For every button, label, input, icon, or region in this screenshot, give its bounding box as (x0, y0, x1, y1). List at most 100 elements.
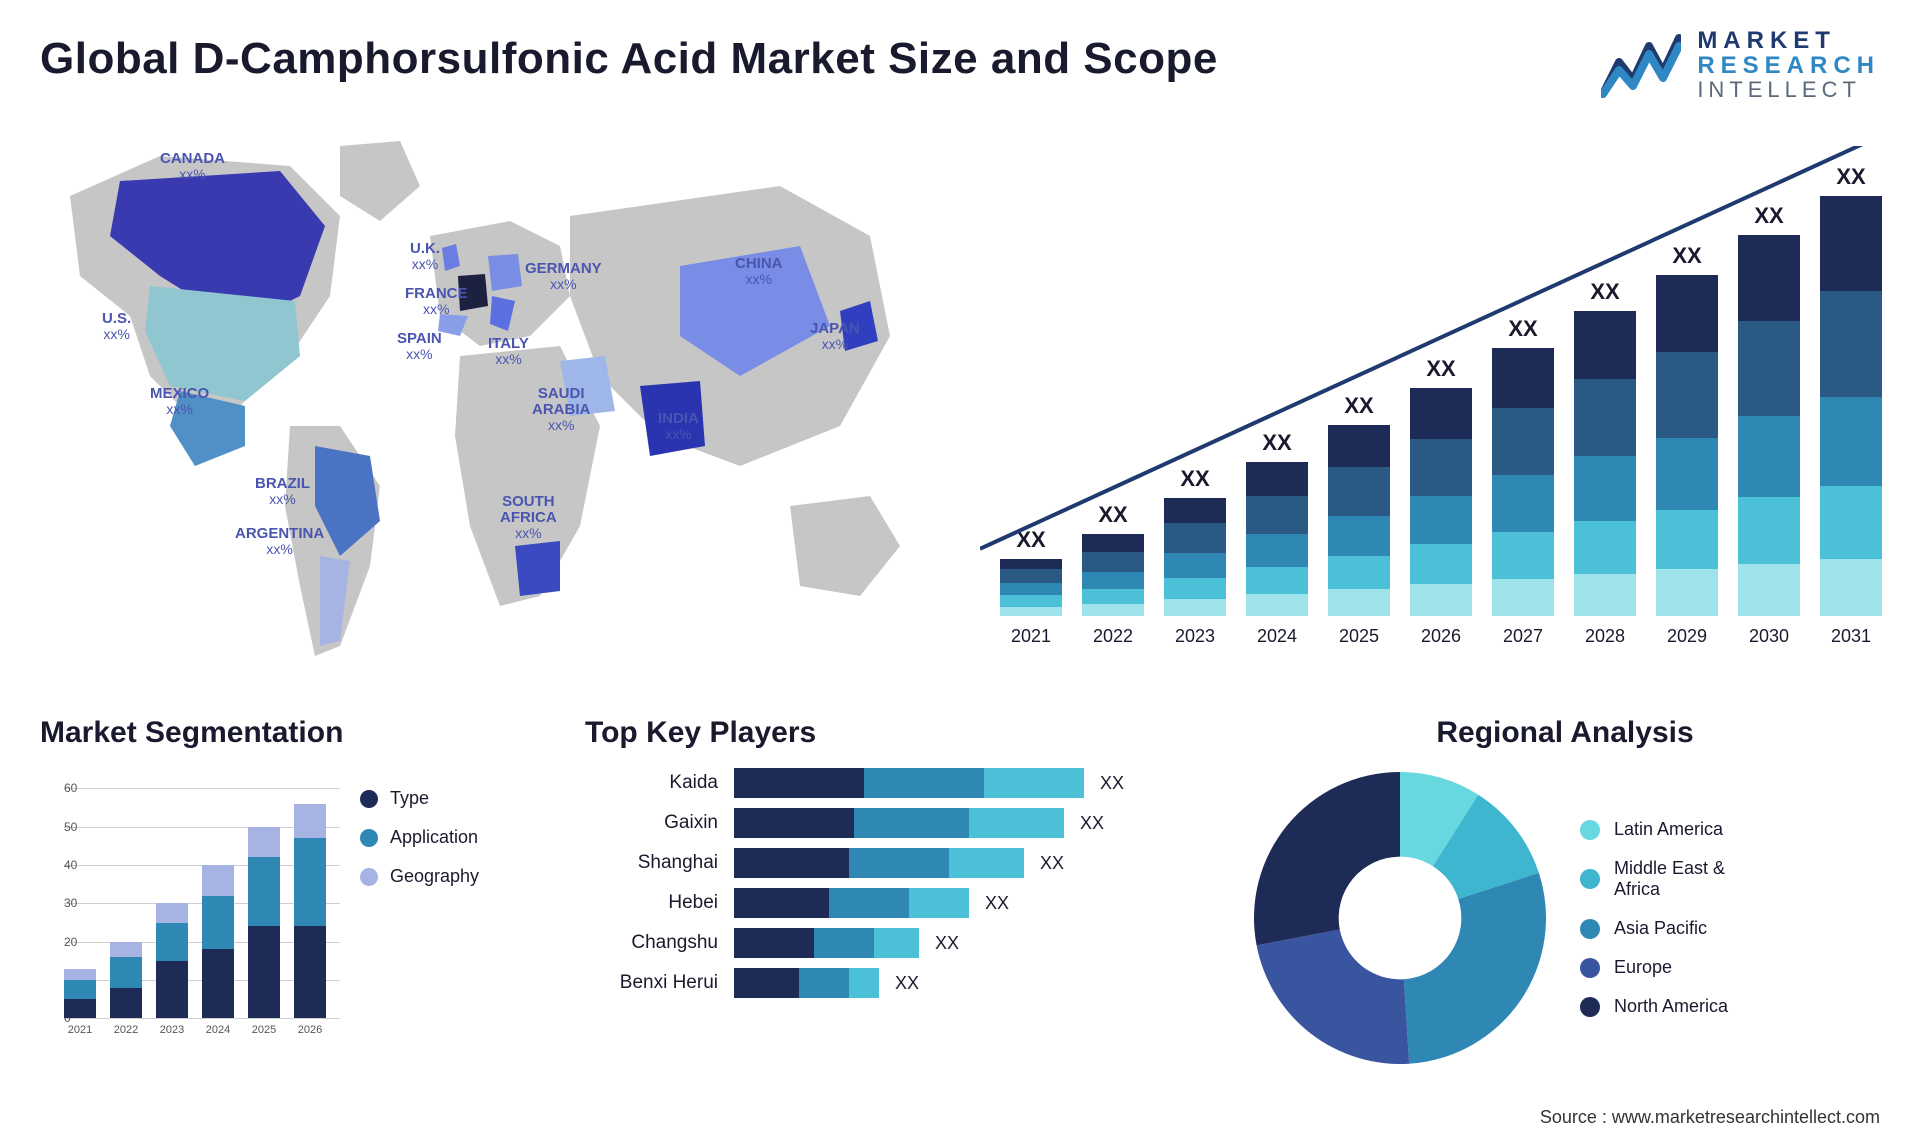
map-label: SOUTHAFRICAxx% (500, 494, 557, 540)
legend-label: Latin America (1614, 819, 1723, 840)
player-row: Benxi HeruiXX (585, 968, 1205, 998)
segmentation-panel: Market Segmentation 01020304050602021202… (40, 716, 540, 1068)
seg-x-tick: 2022 (114, 1024, 138, 1036)
legend-label: North America (1614, 996, 1728, 1017)
player-bar-segment (909, 888, 969, 918)
player-bar-segment (864, 768, 984, 798)
map-label: U.S.xx% (102, 311, 131, 341)
player-bar (734, 848, 1024, 878)
legend-label: Application (390, 827, 478, 848)
seg-bar-segment (156, 923, 188, 961)
donut-slice (1257, 930, 1410, 1065)
growth-bar-segment (1820, 291, 1882, 397)
map-label: GERMANYxx% (525, 261, 602, 291)
logo-mark-icon (1601, 32, 1681, 98)
growth-bar-top-label: XX (1344, 393, 1373, 419)
growth-bar-top-label: XX (1508, 316, 1537, 342)
growth-bar-segment (1000, 595, 1062, 606)
growth-bar-segment (1246, 462, 1308, 496)
player-bar-segment (734, 968, 799, 998)
growth-bar-segment (1328, 589, 1390, 616)
growth-bar-segment (1492, 408, 1554, 475)
player-row: GaixinXX (585, 808, 1205, 838)
seg-bar-segment (156, 961, 188, 1019)
player-bar (734, 808, 1064, 838)
regional-legend-item: Europe (1580, 957, 1728, 978)
regional-legend-item: Latin America (1580, 819, 1728, 840)
seg-y-tick: 40 (64, 858, 68, 872)
map-label: ITALYxx% (488, 336, 529, 366)
growth-bar-top-label: XX (1262, 430, 1291, 456)
growth-bar-segment (1000, 607, 1062, 617)
growth-bar-segment (1656, 569, 1718, 616)
seg-x-tick: 2023 (160, 1024, 184, 1036)
legend-label: Middle East &Africa (1614, 858, 1725, 900)
player-bar (734, 968, 879, 998)
seg-bar-segment (64, 969, 96, 981)
legend-label: Europe (1614, 957, 1672, 978)
growth-bar-segment (1492, 475, 1554, 532)
map-label: MEXICOxx% (150, 386, 209, 416)
growth-bar-year-label: 2027 (1503, 626, 1543, 647)
growth-bar-segment (1246, 496, 1308, 535)
player-bar-segment (814, 928, 874, 958)
growth-bar-segment (1574, 456, 1636, 521)
seg-bar-segment (110, 957, 142, 988)
player-row: ShanghaiXX (585, 848, 1205, 878)
legend-dot-icon (1580, 958, 1600, 978)
players-body: KaidaXXGaixinXXShanghaiXXHebeiXXChangshu… (585, 768, 1205, 998)
growth-bar-segment (1164, 498, 1226, 523)
growth-bar-top-label: XX (1672, 243, 1701, 269)
map-label: FRANCExx% (405, 286, 468, 316)
seg-bar-segment (110, 942, 142, 957)
player-bar (734, 928, 919, 958)
player-name: Changshu (585, 932, 730, 954)
source-label: Source : www.marketresearchintellect.com (1540, 1107, 1880, 1128)
growth-bar-segment (1410, 496, 1472, 544)
player-bar (734, 888, 969, 918)
player-value: XX (1068, 813, 1104, 834)
seg-bar-segment (156, 903, 188, 922)
growth-bar-top-label: XX (1426, 356, 1455, 382)
seg-bar-segment (248, 827, 280, 858)
growth-bar-segment (1328, 516, 1390, 556)
growth-bar-segment (1574, 574, 1636, 616)
growth-bar-segment (1738, 321, 1800, 417)
growth-bar-segment (1328, 467, 1390, 515)
seg-y-tick: 20 (64, 935, 68, 949)
donut-svg (1250, 768, 1550, 1068)
growth-bar-segment (1656, 275, 1718, 352)
legend-dot-icon (1580, 869, 1600, 889)
legend-dot-icon (1580, 919, 1600, 939)
growth-chart-panel: XX2021XX2022XX2023XX2024XX2025XX2026XX20… (960, 126, 1880, 676)
map-label: INDIAxx% (658, 411, 699, 441)
growth-bar-segment (1574, 311, 1636, 379)
player-bar-segment (734, 848, 849, 878)
lower-row: Market Segmentation 01020304050602021202… (40, 716, 1880, 1068)
seg-legend-item: Application (360, 827, 479, 848)
map-label: ARGENTINAxx% (235, 526, 324, 556)
regional-legend: Latin AmericaMiddle East &AfricaAsia Pac… (1580, 819, 1728, 1017)
regional-legend-item: North America (1580, 996, 1728, 1017)
growth-bar-segment (1410, 388, 1472, 439)
legend-label: Type (390, 788, 429, 809)
map-label: BRAZILxx% (255, 476, 310, 506)
seg-bar-segment (202, 949, 234, 1018)
segmentation-body: 0102030405060202120222023202420252026 Ty… (40, 768, 540, 1048)
player-value: XX (973, 893, 1009, 914)
seg-legend-item: Type (360, 788, 479, 809)
segmentation-chart: 0102030405060202120222023202420252026 (40, 768, 330, 1048)
growth-bar-segment (1492, 532, 1554, 579)
growth-bar-segment (1820, 397, 1882, 486)
player-bar-segment (984, 768, 1084, 798)
seg-bar-segment (294, 804, 326, 839)
growth-bar-year-label: 2030 (1749, 626, 1789, 647)
logo-line2: RESEARCH (1697, 53, 1880, 78)
map-label: SPAINxx% (397, 331, 442, 361)
players-title: Top Key Players (585, 716, 1205, 750)
growth-bar-segment (1246, 534, 1308, 566)
player-value: XX (883, 973, 919, 994)
growth-bar-segment (1000, 569, 1062, 583)
growth-bar-year-label: 2026 (1421, 626, 1461, 647)
growth-bar-segment (1820, 559, 1882, 616)
